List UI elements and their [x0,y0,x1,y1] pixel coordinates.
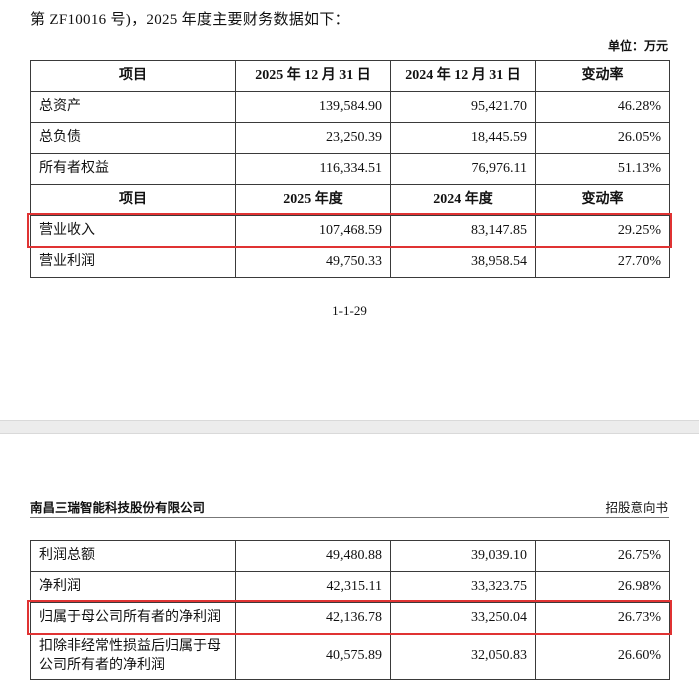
table-row-operating-revenue: 营业收入 107,468.59 83,147.85 29.25% [30,215,670,247]
column-header-2024-date: 2024 年 12 月 31 日 [390,60,536,92]
value-2025-cell: 42,315.11 [235,571,391,603]
table-row-total-liabilities: 总负债 23,250.39 18,445.59 26.05% [30,122,670,154]
value-2024-cell: 33,250.04 [390,602,536,634]
row-label-cell: 归属于母公司所有者的净利润 [30,602,236,634]
row-label-cell: 总负债 [30,122,236,154]
value-2024-cell: 95,421.70 [390,91,536,123]
column-header-2025-date: 2025 年 12 月 31 日 [235,60,391,92]
header-rule [30,517,669,518]
intro-text: 第 ZF10016 号)，2025 年度主要财务数据如下： [30,12,350,28]
row-label-cell: 所有者权益 [30,153,236,185]
value-2025-cell: 139,584.90 [235,91,391,123]
value-2024-cell: 33,323.75 [390,571,536,603]
column-header-2024-year: 2024 年度 [390,184,536,216]
value-2024-cell: 38,958.54 [390,246,536,278]
table-row-net-profit: 净利润 42,315.11 33,323.75 26.98% [30,571,670,603]
value-2024-cell: 32,050.83 [390,633,536,680]
change-rate-cell: 29.25% [535,215,670,247]
document-type-header: 招股意向书 [605,501,668,515]
value-2025-cell: 40,575.89 [235,633,391,680]
value-2025-cell: 49,480.88 [235,540,391,572]
change-rate-cell: 26.98% [535,571,670,603]
row-label-cell: 营业利润 [30,246,236,278]
table-header-row-income: 项目 2025 年度 2024 年度 变动率 [30,184,670,216]
value-2024-cell: 18,445.59 [390,122,536,154]
value-2024-cell: 83,147.85 [390,215,536,247]
row-label-cell: 利润总额 [30,540,236,572]
table-row-owners-equity: 所有者权益 116,334.51 76,976.11 51.13% [30,153,670,185]
value-2025-cell: 42,136.78 [235,602,391,634]
value-2025-cell: 23,250.39 [235,122,391,154]
table-row-operating-profit: 营业利润 49,750.33 38,958.54 27.70% [30,246,670,278]
value-2025-cell: 116,334.51 [235,153,391,185]
company-name-header: 南昌三瑞智能科技股份有限公司 [30,501,206,515]
change-rate-cell: 51.13% [535,153,670,185]
financial-table-page1: 项目 2025 年 12 月 31 日 2024 年 12 月 31 日 变动率… [30,60,670,278]
page-break-divider [0,420,699,434]
table-row-total-profit: 利润总额 49,480.88 39,039.10 26.75% [30,540,670,572]
change-rate-cell: 26.73% [535,602,670,634]
financial-table-page2: 利润总额 49,480.88 39,039.10 26.75% 净利润 42,3… [30,540,670,680]
value-2025-cell: 107,468.59 [235,215,391,247]
row-label-cell: 净利润 [30,571,236,603]
table-row-net-profit-parent: 归属于母公司所有者的净利润 42,136.78 33,250.04 26.73% [30,602,670,634]
column-header-item: 项目 [30,60,236,92]
value-2024-cell: 39,039.10 [390,540,536,572]
value-2024-cell: 76,976.11 [390,153,536,185]
column-header-item: 项目 [30,184,236,216]
row-label-cell: 营业收入 [30,215,236,247]
change-rate-cell: 27.70% [535,246,670,278]
table-row-total-assets: 总资产 139,584.90 95,421.70 46.28% [30,91,670,123]
table-row-net-profit-deducted: 扣除非经常性损益后归属于母公司所有者的净利润 40,575.89 32,050.… [30,633,670,680]
value-2025-cell: 49,750.33 [235,246,391,278]
column-header-change-rate: 变动率 [535,184,670,216]
change-rate-cell: 26.75% [535,540,670,572]
row-label-cell: 扣除非经常性损益后归属于母公司所有者的净利润 [30,633,236,680]
unit-label: 单位：万元 [607,39,668,53]
page-number: 1-1-29 [332,303,367,318]
change-rate-cell: 46.28% [535,91,670,123]
change-rate-cell: 26.60% [535,633,670,680]
row-label-cell: 总资产 [30,91,236,123]
change-rate-cell: 26.05% [535,122,670,154]
column-header-2025-year: 2025 年度 [235,184,391,216]
table-header-row-balance: 项目 2025 年 12 月 31 日 2024 年 12 月 31 日 变动率 [30,60,670,92]
column-header-change-rate: 变动率 [535,60,670,92]
